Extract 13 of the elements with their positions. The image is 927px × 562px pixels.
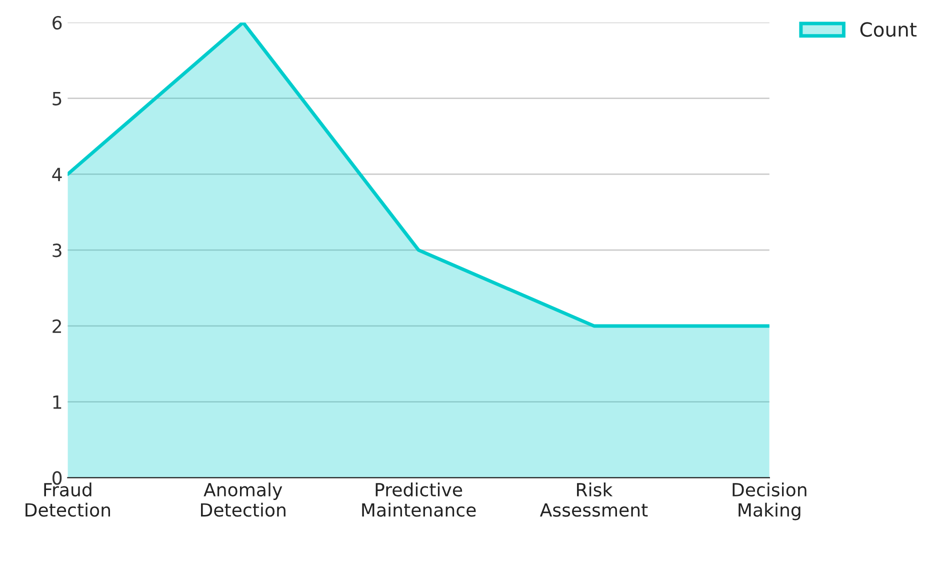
- y-tick-label: 1: [53, 396, 62, 409]
- x-tick-label: Anomaly Detection: [201, 482, 286, 517]
- legend-label: Count: [860, 22, 917, 37]
- y-tick-label: 5: [52, 92, 62, 106]
- x-tick-label: Predictive Maintenance: [362, 482, 476, 517]
- y-tick-label: 4: [52, 168, 62, 182]
- y-tick-label: 2: [52, 319, 61, 333]
- x-tick-label: Risk Assessment: [540, 482, 648, 517]
- x-tick-label: Decision Making: [732, 482, 806, 520]
- y-tick-label: 0: [52, 471, 62, 485]
- y-tick-label: 6: [52, 16, 62, 30]
- x-tick-label: Fraud Detection: [26, 482, 110, 517]
- y-tick-label: 3: [52, 244, 62, 258]
